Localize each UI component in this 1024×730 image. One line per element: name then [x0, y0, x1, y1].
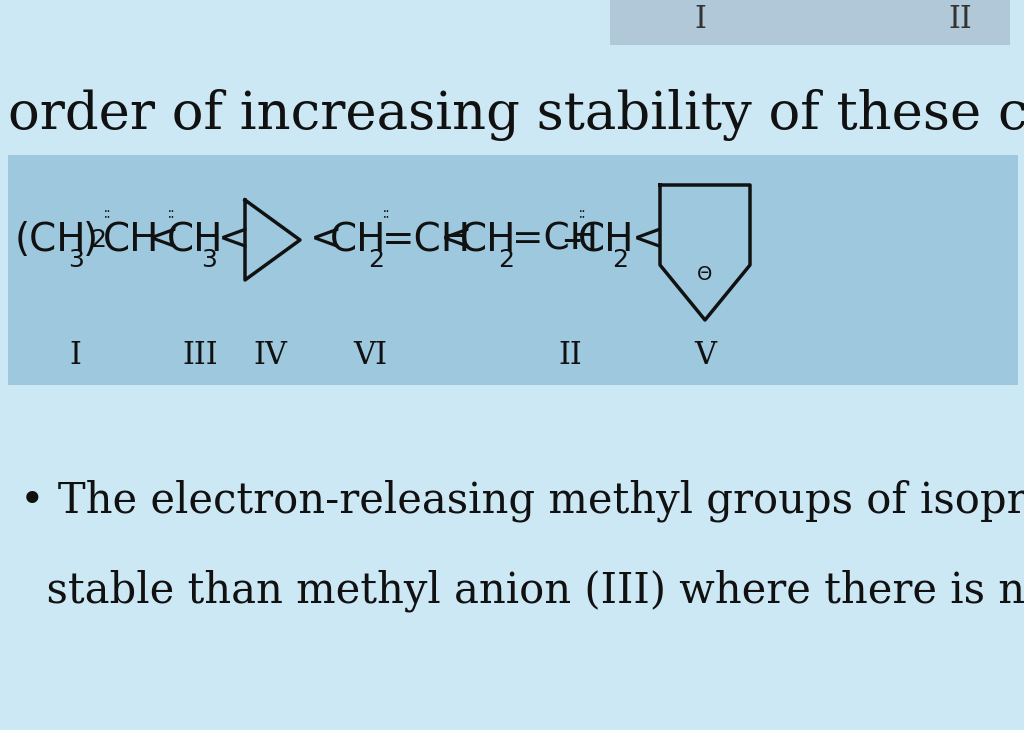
Text: 3: 3 — [201, 248, 217, 272]
Text: <: < — [218, 221, 251, 259]
Text: I: I — [69, 339, 81, 371]
Text: 3: 3 — [68, 248, 84, 272]
Text: VI: VI — [353, 339, 387, 371]
Text: stable than methyl anion (III) where there is no p: stable than methyl anion (III) where the… — [20, 570, 1024, 612]
FancyBboxPatch shape — [8, 155, 1018, 385]
Text: II: II — [948, 4, 972, 35]
Text: 2: 2 — [612, 248, 628, 272]
Text: IV: IV — [253, 339, 287, 371]
Text: CH: CH — [167, 221, 223, 259]
Text: CH: CH — [330, 221, 386, 259]
Text: =CH: =CH — [512, 222, 598, 258]
Text: CH: CH — [578, 221, 635, 259]
Text: ∶∶: ∶∶ — [168, 208, 176, 222]
Text: Θ: Θ — [697, 266, 713, 285]
Text: ∶∶: ∶∶ — [104, 208, 112, 222]
Text: <: < — [632, 221, 665, 259]
Text: <: < — [147, 221, 179, 259]
Text: V: V — [694, 339, 716, 371]
Text: ∶∶: ∶∶ — [383, 208, 390, 222]
Text: I: I — [694, 4, 706, 35]
Text: ): ) — [83, 221, 98, 259]
Text: order of increasing stability of these carbanions: order of increasing stability of these c… — [8, 89, 1024, 141]
Text: =CH: =CH — [382, 221, 471, 259]
Text: ∶∶: ∶∶ — [580, 208, 587, 222]
Text: <: < — [440, 221, 472, 259]
Text: <: < — [310, 221, 342, 259]
FancyBboxPatch shape — [610, 0, 1010, 45]
Text: 2: 2 — [498, 248, 514, 272]
Text: III: III — [182, 339, 218, 371]
Text: CH: CH — [460, 221, 516, 259]
Text: II: II — [558, 339, 582, 371]
Text: 2: 2 — [90, 228, 106, 252]
Text: –: – — [562, 221, 582, 259]
Text: CH: CH — [103, 221, 160, 259]
Text: (CH: (CH — [15, 221, 87, 259]
Text: 2: 2 — [368, 248, 384, 272]
Text: • The electron-releasing methyl groups of isoprop: • The electron-releasing methyl groups o… — [20, 480, 1024, 523]
